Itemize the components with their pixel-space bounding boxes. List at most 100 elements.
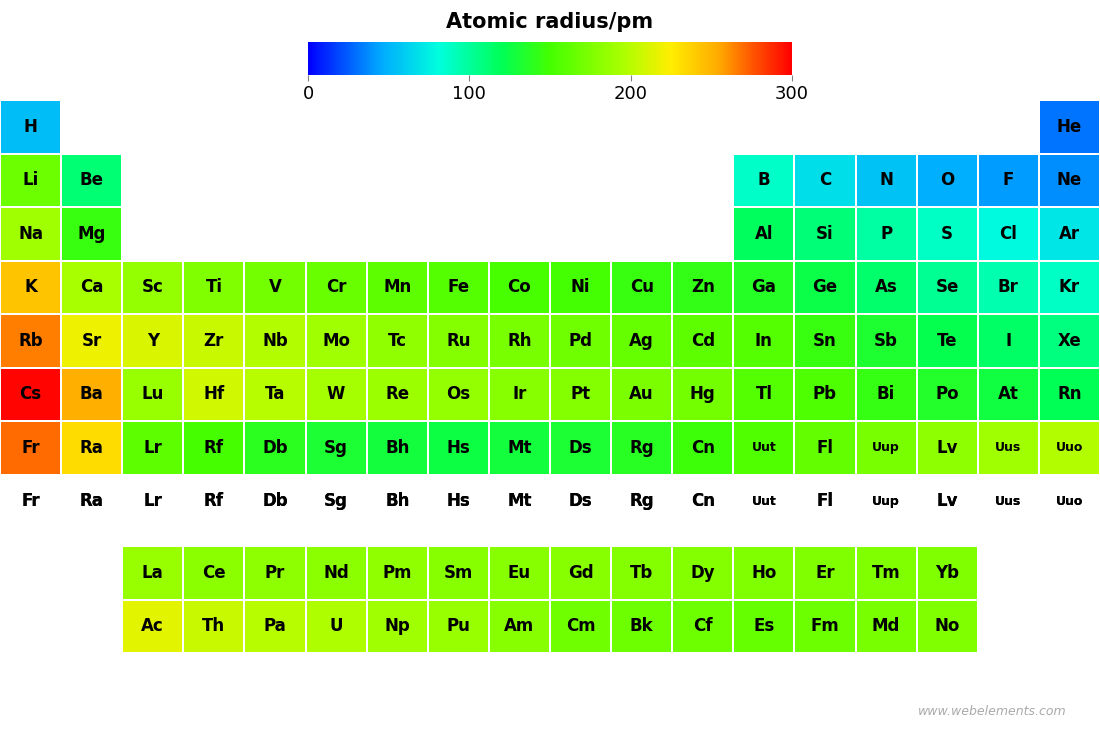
Text: Db: Db (262, 493, 288, 510)
Text: Gd: Gd (568, 564, 593, 582)
Text: Co: Co (507, 279, 531, 296)
FancyBboxPatch shape (917, 547, 977, 599)
Text: Fr: Fr (21, 493, 40, 510)
FancyBboxPatch shape (735, 315, 793, 366)
Text: Mt: Mt (507, 493, 531, 510)
Text: Uus: Uus (996, 495, 1022, 508)
FancyBboxPatch shape (123, 547, 183, 599)
Text: Np: Np (384, 617, 410, 636)
FancyBboxPatch shape (857, 547, 915, 599)
Text: Ta: Ta (265, 386, 285, 403)
Text: Lv: Lv (936, 493, 958, 510)
FancyBboxPatch shape (917, 422, 977, 474)
Text: Te: Te (937, 332, 957, 350)
Text: Cd: Cd (691, 332, 715, 350)
Text: Uut: Uut (751, 441, 777, 454)
Text: Rh: Rh (507, 332, 531, 350)
FancyBboxPatch shape (367, 369, 427, 420)
Text: Rf: Rf (204, 493, 224, 510)
FancyBboxPatch shape (795, 369, 855, 420)
FancyBboxPatch shape (917, 369, 977, 420)
FancyBboxPatch shape (612, 547, 671, 599)
Text: Ru: Ru (447, 332, 471, 350)
Text: Tl: Tl (756, 386, 772, 403)
Text: Ni: Ni (571, 279, 591, 296)
Text: Uut: Uut (751, 495, 777, 508)
FancyBboxPatch shape (1, 208, 60, 259)
FancyBboxPatch shape (735, 155, 793, 206)
Text: P: P (880, 225, 892, 243)
FancyBboxPatch shape (795, 315, 855, 366)
Text: Fe: Fe (448, 279, 470, 296)
Text: Xe: Xe (1057, 332, 1081, 350)
FancyBboxPatch shape (917, 262, 977, 313)
FancyBboxPatch shape (62, 208, 121, 259)
Text: In: In (755, 332, 773, 350)
Text: K: K (24, 279, 37, 296)
Text: Fr: Fr (21, 493, 40, 510)
FancyBboxPatch shape (62, 369, 121, 420)
FancyBboxPatch shape (490, 547, 549, 599)
Text: Ga: Ga (751, 279, 777, 296)
Text: Rg: Rg (629, 493, 654, 510)
Text: Ds: Ds (569, 493, 593, 510)
Text: Rf: Rf (204, 439, 224, 457)
FancyBboxPatch shape (795, 422, 855, 474)
FancyBboxPatch shape (551, 547, 611, 599)
FancyBboxPatch shape (429, 262, 488, 313)
FancyBboxPatch shape (673, 315, 733, 366)
Text: S: S (942, 225, 954, 243)
Text: Kr: Kr (1059, 279, 1080, 296)
Text: Cn: Cn (691, 493, 715, 510)
FancyBboxPatch shape (123, 422, 183, 474)
Text: C: C (818, 172, 832, 189)
Text: Ge: Ge (813, 279, 837, 296)
Text: Cm: Cm (565, 617, 595, 636)
FancyBboxPatch shape (1040, 101, 1099, 152)
FancyBboxPatch shape (795, 155, 855, 206)
Text: Bi: Bi (877, 386, 895, 403)
FancyBboxPatch shape (429, 369, 488, 420)
FancyBboxPatch shape (857, 262, 915, 313)
Text: Sm: Sm (443, 564, 473, 582)
FancyBboxPatch shape (185, 547, 243, 599)
Text: Uuo: Uuo (1056, 441, 1084, 454)
Text: B: B (758, 172, 770, 189)
Text: Ra: Ra (79, 493, 103, 510)
Text: Hg: Hg (690, 386, 716, 403)
Text: Mt: Mt (507, 493, 531, 510)
Text: Fl: Fl (816, 439, 834, 457)
FancyBboxPatch shape (490, 262, 549, 313)
Text: Tm: Tm (871, 564, 901, 582)
FancyBboxPatch shape (612, 600, 671, 652)
Text: Ir: Ir (513, 386, 527, 403)
Text: Sg: Sg (324, 493, 348, 510)
FancyBboxPatch shape (1040, 422, 1099, 474)
Text: Hs: Hs (447, 439, 470, 457)
FancyBboxPatch shape (917, 600, 977, 652)
Text: Cl: Cl (1000, 225, 1018, 243)
FancyBboxPatch shape (245, 547, 305, 599)
FancyBboxPatch shape (857, 422, 915, 474)
Text: Nd: Nd (323, 564, 349, 582)
Text: Bh: Bh (385, 493, 409, 510)
Text: I: I (1005, 332, 1011, 350)
Text: Th: Th (202, 617, 226, 636)
Text: Tb: Tb (630, 564, 653, 582)
FancyBboxPatch shape (979, 369, 1038, 420)
Text: Cu: Cu (629, 279, 653, 296)
Text: Rg: Rg (629, 439, 654, 457)
Text: Na: Na (18, 225, 43, 243)
FancyBboxPatch shape (795, 600, 855, 652)
FancyBboxPatch shape (612, 262, 671, 313)
Text: Br: Br (998, 279, 1019, 296)
FancyBboxPatch shape (490, 600, 549, 652)
Text: Sr: Sr (81, 332, 102, 350)
Text: Uup: Uup (872, 495, 900, 508)
FancyBboxPatch shape (62, 262, 121, 313)
Text: Ne: Ne (1057, 172, 1082, 189)
Text: Fm: Fm (811, 617, 839, 636)
FancyBboxPatch shape (857, 155, 915, 206)
Text: Yb: Yb (935, 564, 959, 582)
FancyBboxPatch shape (735, 600, 793, 652)
